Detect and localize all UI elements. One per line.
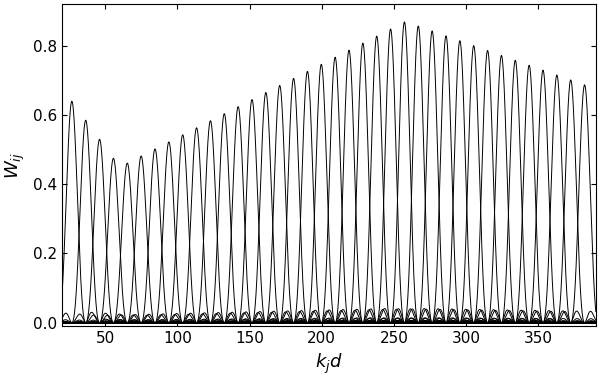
X-axis label: $k_j d$: $k_j d$: [315, 352, 343, 376]
Y-axis label: $W_{ij}$: $W_{ij}$: [4, 152, 28, 179]
